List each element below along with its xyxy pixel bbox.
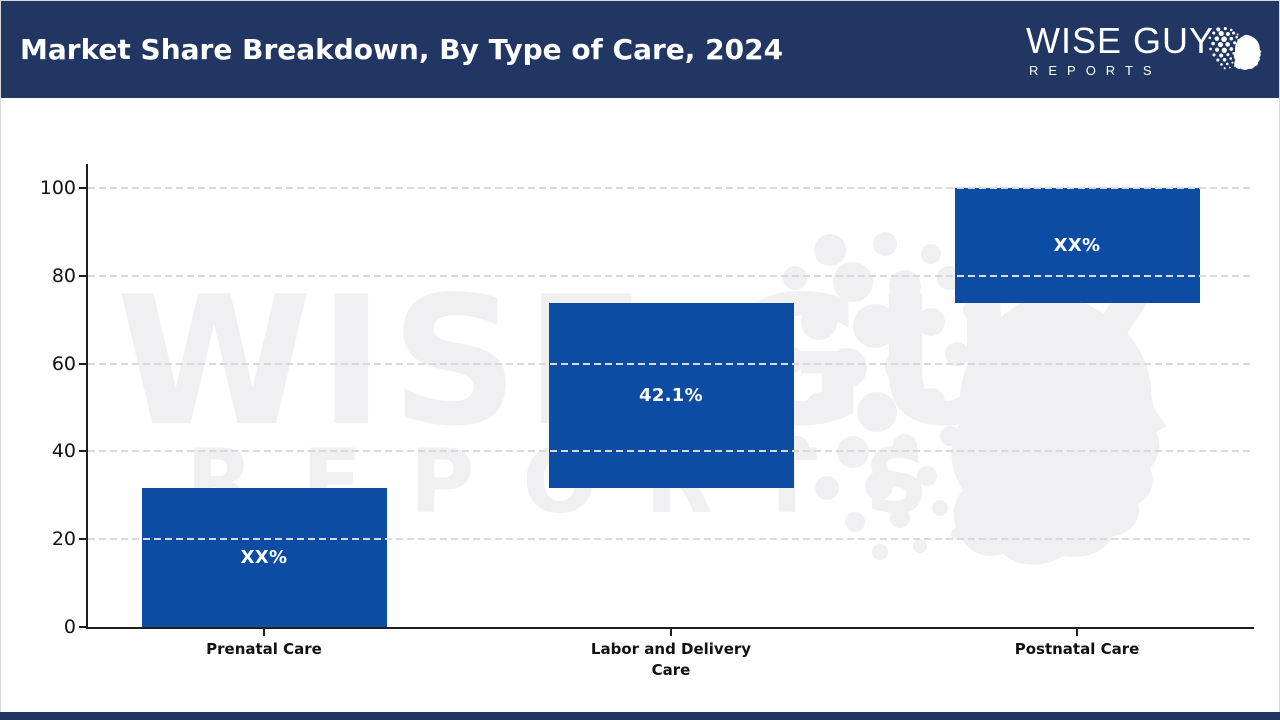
dotted-head-logo-icon xyxy=(1206,12,1264,88)
gridline-80 xyxy=(88,274,1254,277)
bar-value-label: XX% xyxy=(240,546,288,568)
y-axis-line xyxy=(86,164,88,629)
footer-bar xyxy=(0,712,1280,720)
bar-labor-and-delivery-care: 42.1% xyxy=(548,303,794,488)
y-tick-mark xyxy=(79,187,86,189)
y-tick-mark xyxy=(79,274,86,277)
y-tick-mark xyxy=(79,362,86,365)
x-tick-mark xyxy=(263,629,265,636)
category-label-prenatal-care: Prenatal Care xyxy=(206,640,322,658)
y-tick-label: 60 xyxy=(51,352,76,375)
header-bar: Market Share Breakdown, By Type of Care,… xyxy=(0,0,1280,98)
y-tick-mark xyxy=(79,538,86,541)
brand-logo-text: WISE GUY xyxy=(1025,19,1214,61)
y-tick-label: 40 xyxy=(51,440,76,463)
bar-value-label: XX% xyxy=(1053,235,1101,256)
bar-value-label: 42.1% xyxy=(639,384,703,406)
bar-prenatal-care: XX% xyxy=(141,487,387,627)
y-tick-mark xyxy=(79,450,86,453)
gridline-100 xyxy=(88,187,1254,189)
y-tick-label: 20 xyxy=(51,528,76,551)
y-tick-label: 0 xyxy=(63,616,76,638)
category-label-postnatal-care: Postnatal Care xyxy=(1014,640,1140,658)
category-label-labor-and-delivery-care: Labor and Delivery Care xyxy=(590,640,752,679)
gridline-60 xyxy=(88,362,1254,365)
y-tick-label: 100 xyxy=(39,177,76,199)
bar-postnatal-care: XX% xyxy=(954,188,1200,304)
y-tick-mark xyxy=(79,626,86,628)
y-tick-label: 80 xyxy=(51,264,76,287)
brand-logo-subtext: REPORTS xyxy=(1028,62,1162,78)
gridline-40 xyxy=(88,450,1254,453)
x-tick-mark xyxy=(1076,629,1078,636)
x-tick-mark xyxy=(670,629,672,636)
brand-logo: WISE GUY REPORTS xyxy=(1026,12,1264,88)
page-title: Market Share Breakdown, By Type of Care,… xyxy=(20,32,784,66)
x-axis-line xyxy=(86,627,1254,629)
gridline-20 xyxy=(88,538,1254,541)
